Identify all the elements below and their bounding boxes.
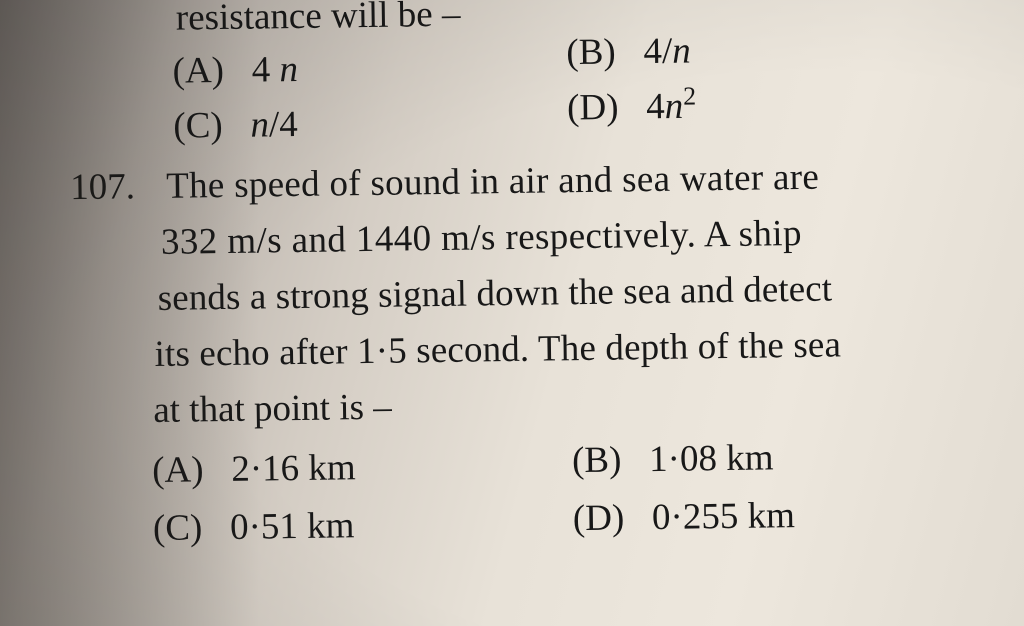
option-text: 1·08 km [649, 437, 774, 480]
q107-line1: The speed of sound in air and sea water … [166, 156, 819, 208]
option-var: n [664, 86, 683, 127]
q106-option-a: (A) 4 n [172, 48, 298, 93]
option-var: n [279, 49, 298, 90]
page: resistance will be – (A) 4 n (B) 4/n (C)… [0, 0, 1024, 626]
option-label: (C) [173, 105, 223, 147]
option-var: n [672, 30, 691, 71]
option-label: (B) [566, 32, 616, 74]
option-text: 0·51 km [230, 505, 355, 548]
q107-option-d: (D) 0·255 km [573, 494, 796, 540]
q107-option-a: (A) 2·16 km [152, 446, 356, 492]
option-var: n [250, 104, 269, 145]
q107-line4: its echo after 1·5 second. The depth of … [154, 323, 841, 376]
option-text: 2·16 km [231, 447, 356, 490]
option-label: (D) [573, 497, 625, 539]
option-label: (B) [572, 439, 622, 481]
q106-option-d: (D) 4n2 [567, 81, 697, 129]
q107-number: 107. [70, 165, 135, 209]
q107-option-c: (C) 0·51 km [153, 504, 355, 550]
q107-option-b: (B) 1·08 km [572, 436, 774, 482]
option-text-prefix: 4/ [643, 31, 672, 72]
option-text-prefix: 4 [646, 86, 665, 127]
option-label: (A) [152, 449, 204, 491]
option-label: (D) [567, 87, 619, 129]
option-sup: 2 [683, 81, 696, 110]
option-text-suffix: /4 [269, 104, 298, 145]
q107-line2: 332 m/s and 1440 m/s respectively. A shi… [161, 212, 802, 264]
q107-line3: sends a strong signal down the sea and d… [157, 268, 832, 320]
option-label: (C) [153, 507, 203, 549]
q107-line5: at that point is – [153, 386, 392, 432]
option-text-prefix: 4 [251, 49, 279, 90]
q106-stem-tail: resistance will be – [176, 0, 461, 40]
q106-option-b: (B) 4/n [566, 29, 691, 74]
q106-option-c: (C) n/4 [173, 103, 298, 148]
option-text: 0·255 km [652, 495, 795, 538]
option-label: (A) [172, 50, 224, 92]
